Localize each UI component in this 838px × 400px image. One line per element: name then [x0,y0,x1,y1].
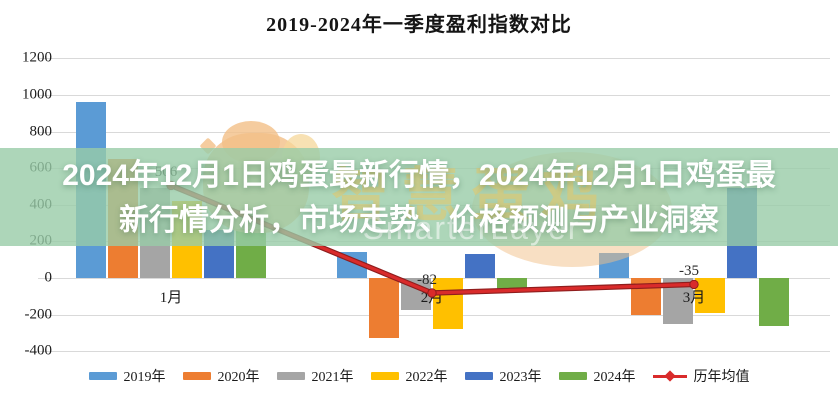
legend-item-2022年: 2022年 [370,366,448,386]
x-axis-label-2月: 2月 [420,290,444,306]
legend-item-2021年: 2021年 [276,366,354,386]
line-data-label-2月: -82 [417,272,437,288]
legend-swatch [370,372,399,380]
legend-swatch [464,372,493,380]
banner-headline-line1: 2024年12月1日鸡蛋最新行情，2024年12月1日鸡蛋最 [62,159,776,192]
legend-item-2023年: 2023年 [464,366,542,386]
legend: 2019年 2020年 2021年 2022年 2023年 2024年 历年均值 [0,366,838,386]
bar-2023年-2月 [465,254,495,278]
legend-swatch [182,372,211,380]
legend-label: 2020年 [217,370,260,385]
y-axis-label: 800 [29,123,53,140]
legend-label: 2019年 [123,370,166,385]
legend-label: 2021年 [311,370,354,385]
gridline--400 [38,351,830,353]
bar-2020年-2月 [369,278,399,339]
legend-item-2020年: 2020年 [182,366,260,386]
overlay-banner: 智慧蛋鸡 SmarterLayer 2024年12月1日鸡蛋最新行情，2024年… [0,148,838,246]
x-axis-label-3月: 3月 [682,290,706,306]
gridline-800 [38,131,830,133]
bar-2024年-2月 [497,278,527,291]
bar-2019年-2月 [337,252,367,278]
gridline-1200 [38,58,830,60]
legend-diamond-marker [663,370,676,382]
y-axis-label: 1200 [22,49,52,66]
bar-2024年-3月 [759,278,789,327]
legend-label: 2022年 [405,370,448,385]
gridline-1000 [38,95,830,96]
x-axis-label-1月: 1月 [159,290,183,306]
line-data-label-3月: -35 [679,263,699,280]
legend-swatch [558,372,587,380]
chart-title: 2019-2024年一季度盈利指数对比 [266,14,572,36]
y-axis-label: -400 [24,342,53,359]
y-axis-label: 1000 [22,86,52,103]
bar-2022年-3月 [695,278,725,313]
legend-item-2024年: 2024年 [558,366,636,386]
legend-label: 2024年 [593,370,636,385]
legend-item-历年均值: 历年均值 [652,366,750,386]
legend-item-2019年: 2019年 [88,366,166,386]
banner-headline-line2: 新行情分析，市场走势、价格预测与产业洞察 [119,204,719,237]
y-axis-label: -200 [24,306,53,323]
legend-label: 2023年 [499,370,542,385]
banner-headline: 2024年12月1日鸡蛋最新行情，2024年12月1日鸡蛋最 新行情分析，市场走… [0,148,838,243]
legend-swatch [88,372,117,380]
legend-swatch [276,372,305,380]
bar-2020年-3月 [631,278,661,315]
y-axis-label: 0 [44,269,53,286]
legend-line-diamond-icon [652,370,687,382]
legend-label: 历年均值 [693,370,750,385]
